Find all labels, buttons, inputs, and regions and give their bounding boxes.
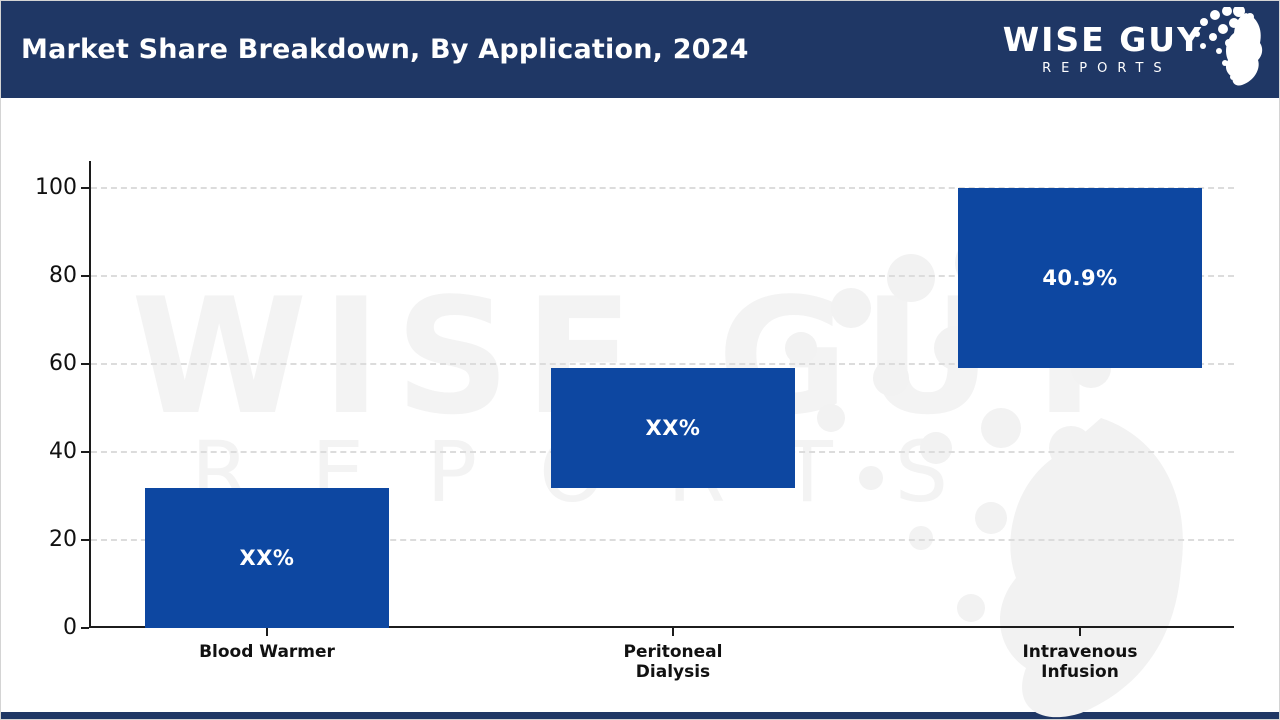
x-axis-tick (266, 628, 268, 636)
brand-face-icon (1194, 6, 1263, 86)
y-axis-tick (81, 539, 89, 541)
x-axis-tick (1079, 628, 1081, 636)
gridline (91, 539, 1234, 541)
x-axis-category-label: Intravenous Infusion (1022, 642, 1138, 682)
bar-blood-warmer: XX% (145, 488, 389, 628)
y-axis-tick-label: 20 (49, 527, 77, 552)
bar-peritoneal-dialysis: XX% (551, 367, 795, 489)
y-axis-tick (81, 187, 89, 189)
brand-subtitle: REPORTS (1042, 61, 1172, 76)
brand-logo: WISE GUY REPORTS (1003, 6, 1267, 93)
gridline (91, 363, 1234, 365)
brand-logo-text: WISE GUY REPORTS (1003, 23, 1203, 76)
plot-area: 0 20 40 60 80 100 XX% Blood Warmer XX% Peritoneal… (35, 161, 1234, 682)
x-axis-category-label: Peritoneal Dialysis (623, 642, 723, 682)
gridline (91, 187, 1234, 189)
y-axis-tick-label: 80 (49, 263, 77, 288)
bar-value-label: XX% (645, 416, 701, 440)
gridline (91, 275, 1234, 277)
header: Market Share Breakdown, By Application, … (1, 1, 1279, 98)
y-axis-tick (81, 363, 89, 365)
bar-intravenous-infusion: 40.9% (958, 188, 1202, 368)
y-axis-tick-label: 60 (49, 351, 77, 376)
bar-value-label: XX% (239, 546, 295, 571)
y-axis-tick-label: 0 (63, 615, 77, 640)
y-axis-tick (81, 275, 89, 277)
y-axis-tick-label: 100 (35, 175, 77, 200)
footer-bar (1, 712, 1279, 719)
y-axis-tick-label: 40 (49, 439, 77, 464)
bar-value-label: 40.9% (1042, 265, 1118, 290)
brand-name: WISE GUY (1002, 20, 1203, 59)
x-axis-category-label: Blood Warmer (199, 642, 335, 662)
y-axis-tick (81, 451, 89, 453)
page-title: Market Share Breakdown, By Application, … (21, 34, 749, 65)
x-axis-tick (672, 628, 674, 636)
y-axis-tick (81, 627, 89, 629)
